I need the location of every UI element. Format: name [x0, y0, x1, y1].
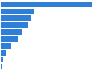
Bar: [1, 43, 11, 49]
Bar: [1, 9, 34, 14]
Bar: [1, 2, 92, 7]
Bar: [1, 64, 2, 69]
Bar: [1, 50, 6, 56]
Bar: [1, 29, 22, 35]
Bar: [1, 15, 31, 21]
Bar: [1, 22, 28, 28]
Bar: [1, 57, 3, 62]
Bar: [1, 36, 18, 42]
